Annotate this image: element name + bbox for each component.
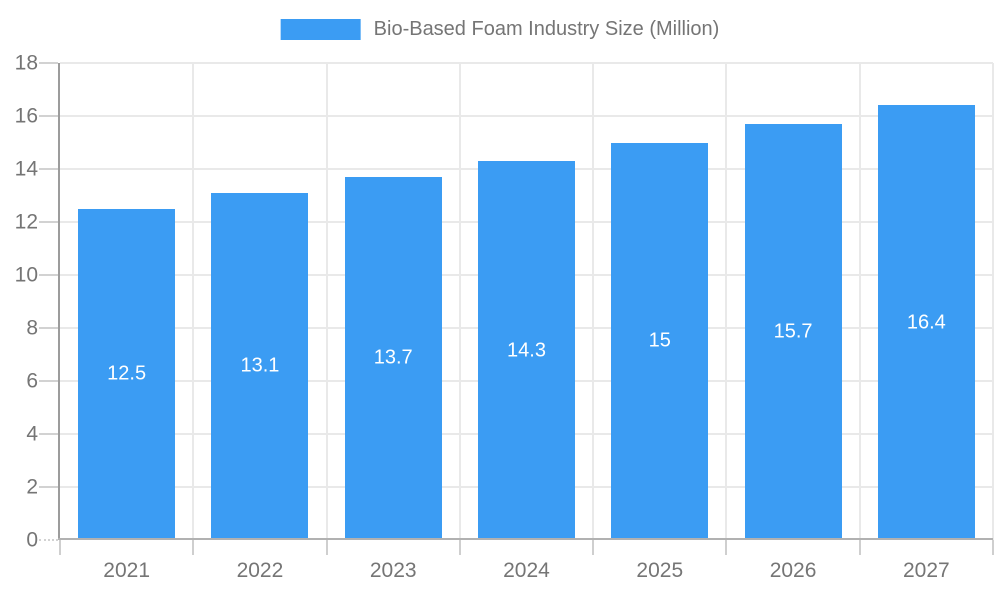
- y-axis-label: 2: [26, 475, 38, 499]
- plot-area: 12.5 13.1 13.7 14.3 15 15.7 16.4: [39, 62, 994, 555]
- y-tick-mark: [39, 115, 58, 117]
- bar: [611, 142, 709, 540]
- h-gridline: [60, 62, 993, 64]
- x-axis-label: 2023: [369, 559, 417, 582]
- v-gridline: [992, 63, 994, 540]
- y-axis-label: 10: [14, 263, 38, 287]
- y-tick-mark: [39, 221, 58, 223]
- y-tick-mark: [39, 380, 58, 382]
- x-axis-label: 2021: [103, 559, 150, 582]
- y-axis-label: 4: [26, 422, 38, 446]
- y-axis-label: 0: [26, 528, 38, 552]
- bar: [211, 192, 309, 540]
- x-tick-mark: [592, 540, 595, 555]
- h-gridline: [60, 115, 993, 117]
- bar: [877, 105, 975, 540]
- x-axis-line: [58, 538, 993, 540]
- y-axis-line: [58, 63, 60, 540]
- y-axis-label: 18: [14, 51, 38, 75]
- v-gridline: [725, 63, 728, 540]
- x-axis-label: 2027: [902, 559, 950, 582]
- v-gridline: [325, 63, 328, 540]
- bar-value-label: 15.7: [773, 320, 813, 343]
- legend-series-label: Bio-Based Foam Industry Size (Million): [373, 18, 720, 40]
- x-axis-label: 2024: [503, 559, 550, 582]
- v-gridline: [858, 63, 861, 540]
- x-tick-mark: [725, 540, 728, 555]
- bar: [478, 161, 575, 540]
- bar: [78, 208, 176, 540]
- bar-value-label: 14.3: [507, 339, 546, 362]
- y-axis-label: 6: [26, 369, 38, 393]
- y-axis-label: 16: [14, 104, 38, 128]
- bar: [344, 176, 442, 540]
- bar: [744, 123, 842, 540]
- bar-value-label: 15: [648, 329, 671, 352]
- bar-value-label: 16.4: [906, 311, 946, 334]
- y-tick-mark: [39, 327, 58, 329]
- v-gridline: [192, 63, 195, 540]
- y-axis-labels: 0 2 4 6 8 10 12 14 16 18: [0, 0, 38, 600]
- bar-value-label: 13.7: [373, 346, 413, 369]
- x-tick-mark: [458, 540, 461, 555]
- x-tick-mark: [325, 540, 328, 555]
- x-axis-label: 2022: [236, 559, 284, 582]
- y-tick-mark: [39, 433, 58, 435]
- y-axis-label: 14: [14, 157, 38, 181]
- x-axis-label: 2026: [769, 559, 817, 582]
- x-tick-mark: [192, 540, 195, 555]
- bar-value-label: 13.1: [240, 354, 280, 377]
- x-tick-mark: [59, 540, 61, 555]
- y-tick-mark: [39, 486, 58, 488]
- y-tick-mark: [39, 539, 58, 541]
- y-tick-mark: [39, 168, 58, 170]
- y-axis-label: 8: [26, 316, 38, 340]
- legend-swatch-icon: [280, 18, 361, 40]
- x-tick-mark: [858, 540, 861, 555]
- bar-value-label: 12.5: [107, 362, 147, 385]
- x-tick-mark: [992, 540, 994, 555]
- x-axis-label: 2025: [636, 559, 684, 582]
- v-gridline: [592, 63, 595, 540]
- y-tick-mark: [39, 62, 58, 64]
- v-gridline: [458, 63, 461, 540]
- legend[interactable]: Bio-Based Foam Industry Size (Million): [280, 16, 720, 42]
- y-axis-label: 12: [14, 210, 38, 234]
- y-tick-mark: [39, 274, 58, 276]
